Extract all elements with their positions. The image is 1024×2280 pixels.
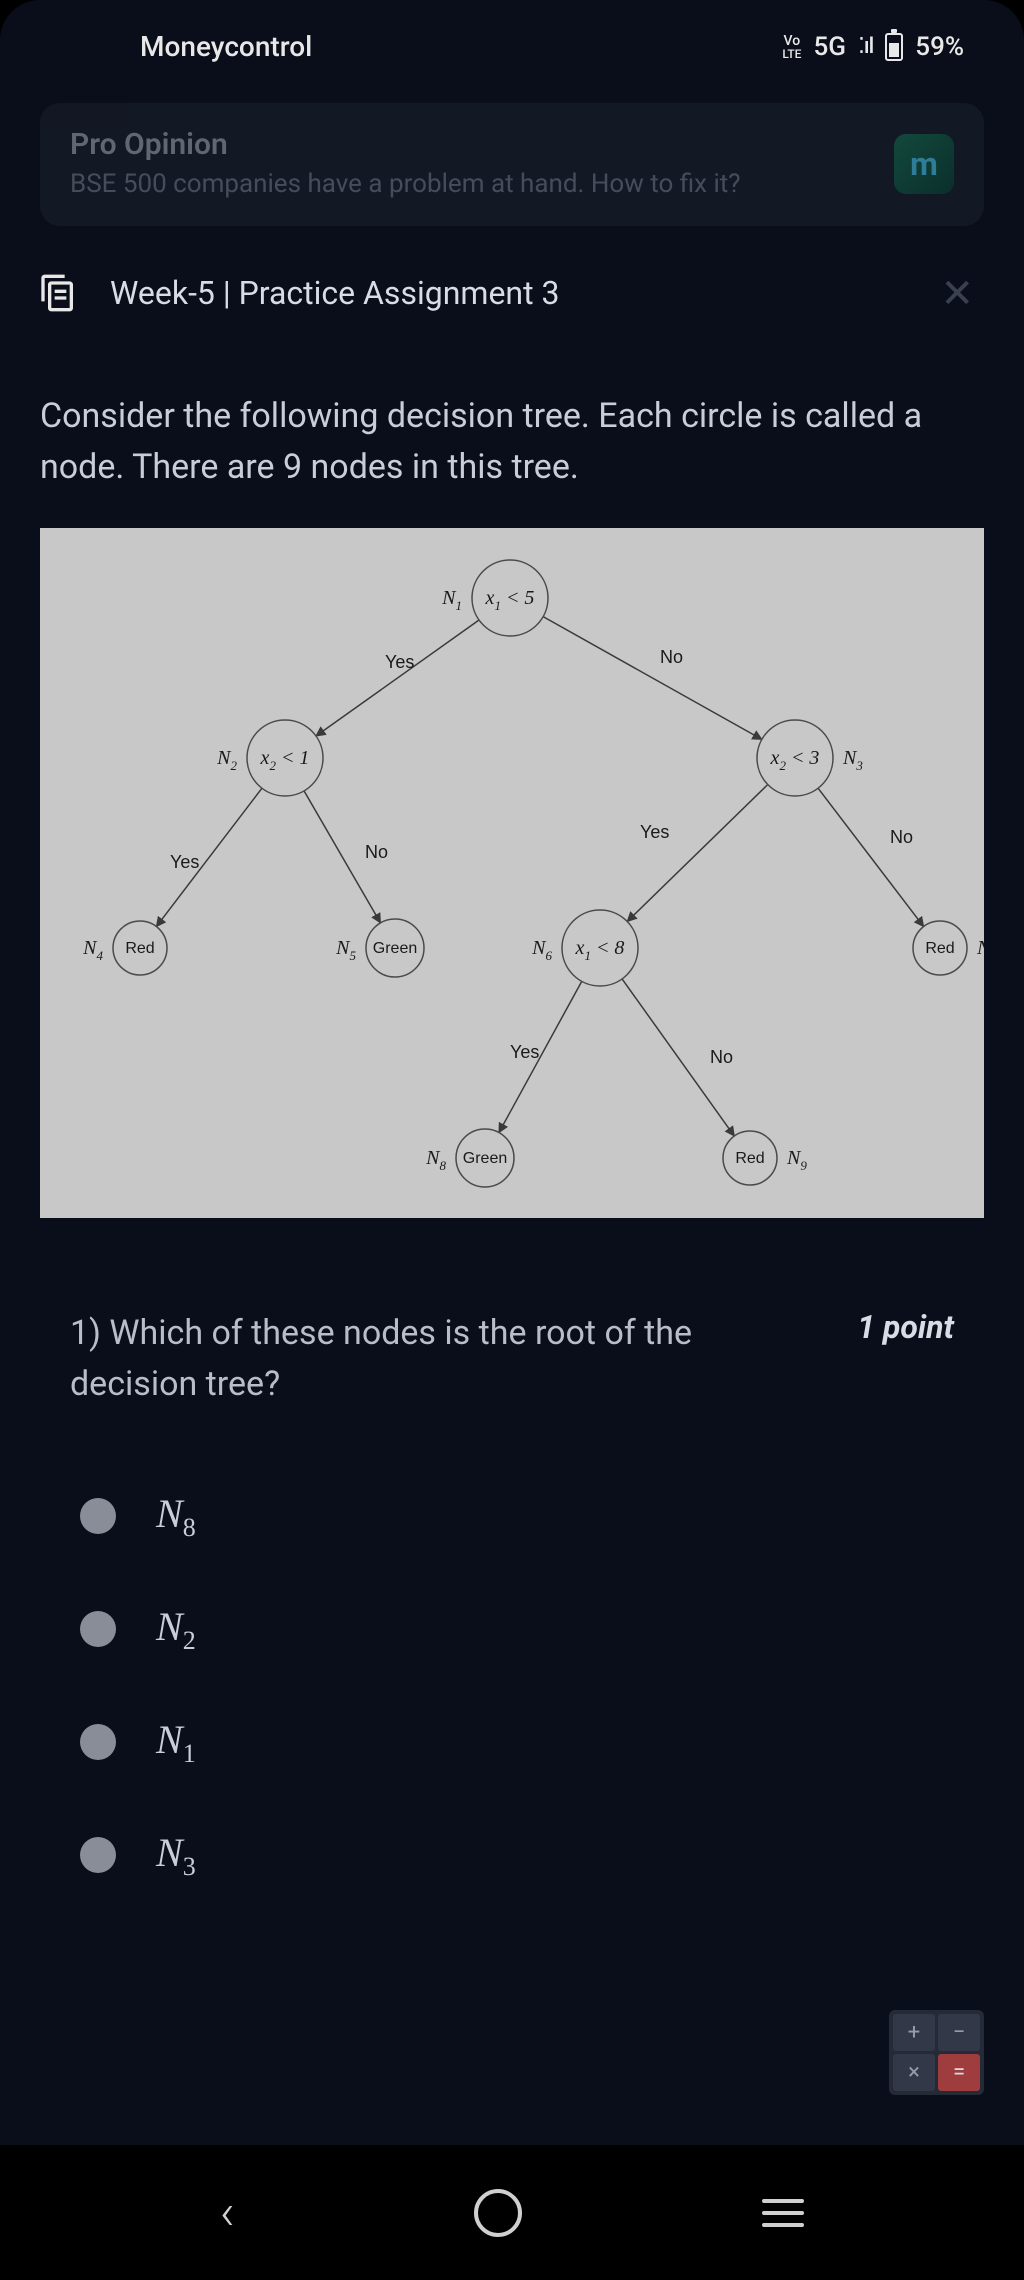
calc-plus[interactable]: + xyxy=(893,2014,935,2051)
decision-tree-diagram: YesNoYesNoYesNoYesNox1 < 5N1x2 < 1N2x2 <… xyxy=(40,528,984,1218)
question-text: 1) Which of these nodes is the root of t… xyxy=(70,1308,827,1410)
svg-text:Red: Red xyxy=(125,940,154,957)
status-bar: Moneycontrol Vo LTE 5G ⁚ıl 59% xyxy=(0,0,1024,93)
opinion-title: Pro Opinion xyxy=(70,127,874,162)
opinion-text: Pro Opinion BSE 500 companies have a pro… xyxy=(70,127,874,202)
question-points: 1 point xyxy=(857,1308,954,1346)
svg-text:Green: Green xyxy=(373,940,417,957)
svg-text:N8: N8 xyxy=(425,1147,446,1173)
svg-text:No: No xyxy=(890,827,913,847)
svg-text:No: No xyxy=(710,1047,733,1067)
content: Consider the following decision tree. Ea… xyxy=(0,351,1024,2145)
svg-text:No: No xyxy=(660,647,683,667)
battery-icon xyxy=(885,33,903,61)
svg-text:Yes: Yes xyxy=(640,822,669,842)
nav-back-button[interactable]: ‹ xyxy=(220,2184,235,2242)
svg-text:No: No xyxy=(365,842,388,862)
svg-text:N9: N9 xyxy=(786,1147,807,1173)
svg-text:N3: N3 xyxy=(842,747,863,773)
page-title: Week-5 | Practice Assignment 3 xyxy=(110,274,905,312)
calc-minus[interactable]: − xyxy=(938,2014,980,2051)
option-label: N3 xyxy=(156,1829,196,1882)
radio-button[interactable] xyxy=(80,1498,116,1534)
calculator-widget[interactable]: + − × = xyxy=(889,2010,984,2095)
calc-equals[interactable]: = xyxy=(938,2054,980,2091)
svg-text:N2: N2 xyxy=(216,747,237,773)
opinion-subtitle: BSE 500 companies have a problem at hand… xyxy=(70,168,874,202)
document-icon[interactable] xyxy=(30,266,85,321)
svg-text:N7: N7 xyxy=(976,937,984,963)
svg-text:Yes: Yes xyxy=(510,1042,539,1062)
svg-text:N4: N4 xyxy=(82,937,103,963)
calc-times[interactable]: × xyxy=(893,2054,935,2091)
nav-home-button[interactable] xyxy=(474,2189,522,2237)
moneycontrol-badge-icon: m xyxy=(894,134,954,194)
svg-text:Red: Red xyxy=(735,1150,764,1167)
svg-text:N1: N1 xyxy=(441,587,462,613)
app-screen: Moneycontrol Vo LTE 5G ⁚ıl 59% Pro Opini… xyxy=(0,0,1024,2280)
pro-opinion-card[interactable]: Pro Opinion BSE 500 companies have a pro… xyxy=(40,103,984,226)
battery-percent: 59% xyxy=(915,32,964,62)
signal-icon: ⁚ıl xyxy=(858,34,873,59)
option-label: N8 xyxy=(156,1490,196,1543)
question-row: 1) Which of these nodes is the root of t… xyxy=(70,1308,954,1410)
network-type: 5G xyxy=(813,32,846,62)
radio-button[interactable] xyxy=(80,1611,116,1647)
close-icon[interactable]: ✕ xyxy=(930,270,984,317)
option-label: N2 xyxy=(156,1603,196,1656)
option-row[interactable]: N8 xyxy=(70,1460,954,1573)
question-block: 1) Which of these nodes is the root of t… xyxy=(40,1308,984,1912)
status-app-name: Moneycontrol xyxy=(140,30,312,63)
svg-text:Yes: Yes xyxy=(170,852,199,872)
option-row[interactable]: N2 xyxy=(70,1573,954,1686)
options-list: N8 N2 N1 N3 xyxy=(70,1460,954,1912)
title-row: Week-5 | Practice Assignment 3 ✕ xyxy=(0,246,1024,351)
svg-text:Yes: Yes xyxy=(385,652,414,672)
option-label: N1 xyxy=(156,1716,196,1769)
volte-indicator: Vo LTE xyxy=(782,34,801,60)
svg-text:N6: N6 xyxy=(531,937,552,963)
radio-button[interactable] xyxy=(80,1837,116,1873)
radio-button[interactable] xyxy=(80,1724,116,1760)
svg-text:Green: Green xyxy=(463,1150,507,1167)
option-row[interactable]: N1 xyxy=(70,1686,954,1799)
svg-text:N5: N5 xyxy=(335,937,356,963)
system-nav-bar: ‹ xyxy=(0,2145,1024,2280)
option-row[interactable]: N3 xyxy=(70,1799,954,1912)
nav-recent-button[interactable] xyxy=(762,2199,804,2227)
question-prompt: Consider the following decision tree. Ea… xyxy=(40,391,984,493)
status-right: Vo LTE 5G ⁚ıl 59% xyxy=(782,32,964,62)
svg-text:Red: Red xyxy=(925,940,954,957)
